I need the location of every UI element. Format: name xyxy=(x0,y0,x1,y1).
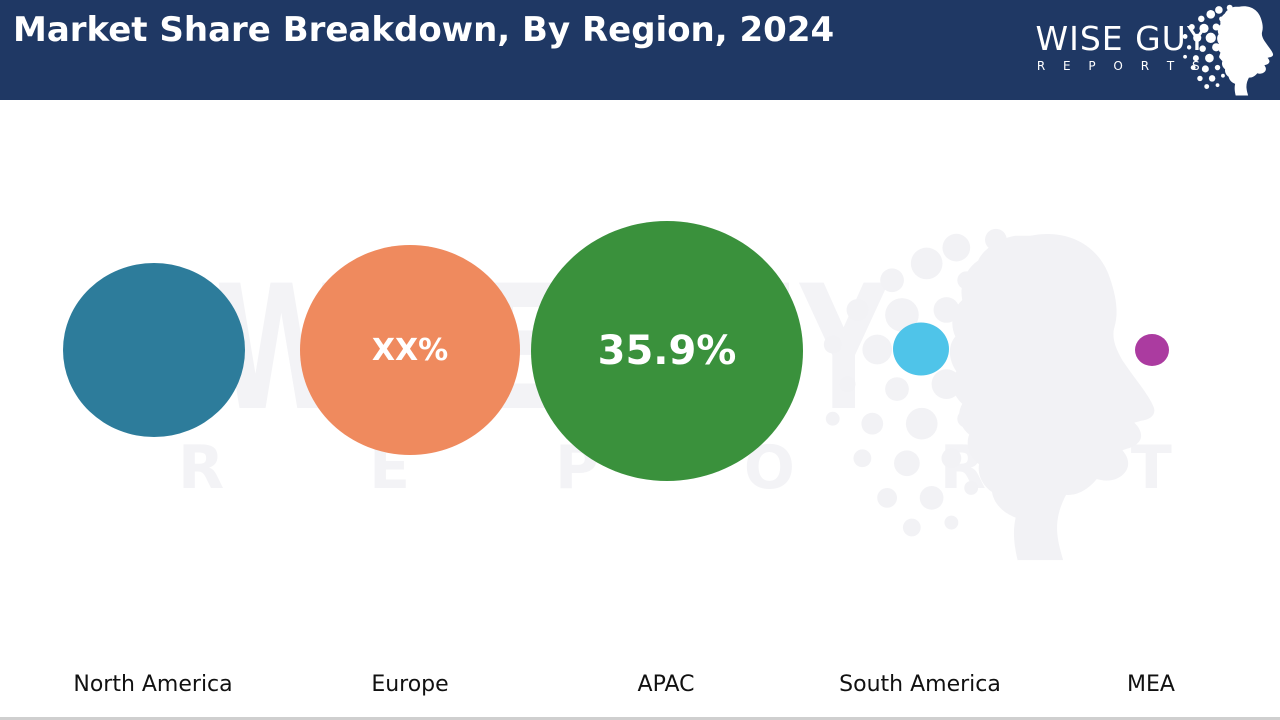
bottom-divider xyxy=(0,717,1280,720)
header-bar: Market Share Breakdown, By Region, 2024 … xyxy=(0,0,1280,100)
region-label-mea: MEA xyxy=(1127,672,1175,697)
bubble-mea[interactable] xyxy=(1135,334,1169,366)
brand-logo-text: WISE GUY R E P O R T S xyxy=(1035,22,1208,73)
bubble-europe[interactable]: XX% xyxy=(300,245,520,455)
bubble-north-america[interactable] xyxy=(63,263,245,437)
brand-tagline: R E P O R T S xyxy=(1036,59,1207,73)
page-title: Market Share Breakdown, By Region, 2024 xyxy=(13,10,835,50)
region-label-apac: APAC xyxy=(637,672,695,697)
region-label-north-america: North America xyxy=(73,672,233,697)
bubble-value-label: XX% xyxy=(371,332,449,368)
brand-name: WISE GUY xyxy=(1035,19,1208,58)
watermark-head-icon xyxy=(808,224,1164,564)
brand-logo: WISE GUY R E P O R T S xyxy=(1010,0,1280,100)
bubble-value-label: 35.9% xyxy=(597,328,737,374)
region-label-south-america: South America xyxy=(839,672,1001,697)
region-label-europe: Europe xyxy=(371,672,449,697)
brand-head-icon xyxy=(1178,4,1276,96)
bubble-apac[interactable]: 35.9% xyxy=(531,221,803,481)
bubble-south-america[interactable] xyxy=(893,322,949,376)
